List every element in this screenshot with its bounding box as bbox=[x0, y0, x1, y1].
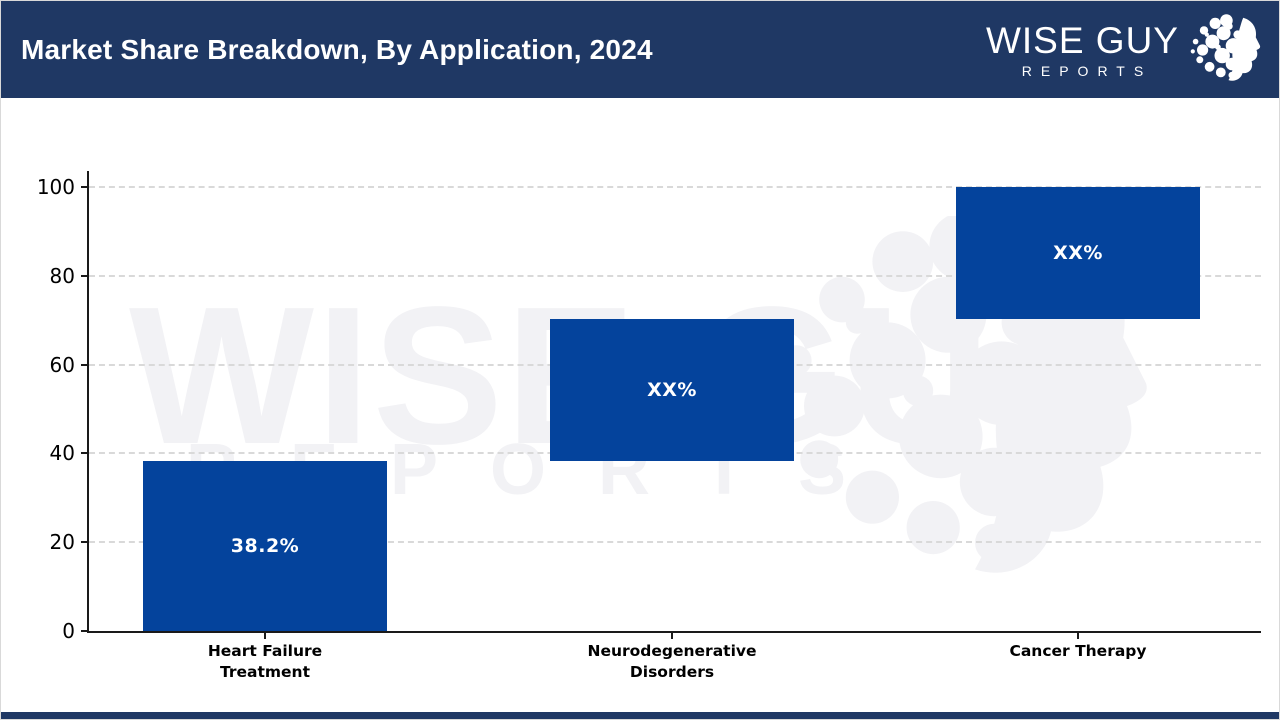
y-tick-mark bbox=[81, 630, 87, 632]
bar-value-label: XX% bbox=[647, 379, 697, 402]
bar-value-label: XX% bbox=[1053, 242, 1103, 265]
wiseguy-logo-subtitle: REPORTS bbox=[1021, 62, 1153, 79]
gridline-100 bbox=[89, 186, 1261, 188]
x-category-label: Cancer Therapy bbox=[1009, 642, 1147, 660]
x-category-label: Heart Failure Treatment bbox=[207, 642, 323, 681]
y-tick-mark bbox=[81, 363, 87, 366]
footer-bar bbox=[1, 712, 1279, 719]
wiseguy-logo-text: WISE GUY REPORTS bbox=[986, 22, 1179, 78]
x-category-label: Neurodegenerative Disorders bbox=[587, 642, 757, 681]
y-tick-label: 100 bbox=[36, 175, 75, 199]
y-tick-label: 40 bbox=[49, 441, 75, 466]
y-tick-mark bbox=[81, 541, 87, 544]
page-title: Market Share Breakdown, By Application, … bbox=[21, 33, 653, 65]
y-tick-mark bbox=[81, 186, 87, 188]
bar-value-label: 38.2% bbox=[230, 535, 300, 558]
y-tick-label: 0 bbox=[62, 619, 75, 643]
y-axis-line bbox=[87, 171, 89, 633]
wiseguy-head-icon bbox=[1190, 13, 1261, 81]
y-tick-label: 20 bbox=[49, 530, 75, 555]
bar-segment: XX% bbox=[956, 187, 1200, 320]
gridline-20 bbox=[89, 541, 1261, 544]
x-axis-line bbox=[87, 631, 1261, 633]
header-bar: Market Share Breakdown, By Application, … bbox=[1, 1, 1279, 98]
wiseguy-logo-name: WISE GUY bbox=[985, 19, 1179, 61]
y-tick-label: 80 bbox=[49, 263, 75, 288]
wiseguy-logo: WISE GUY REPORTS bbox=[986, 7, 1267, 93]
x-tick-mark bbox=[1077, 633, 1079, 639]
x-tick-mark bbox=[671, 633, 673, 639]
x-tick-mark bbox=[264, 633, 266, 639]
gridline-80 bbox=[89, 274, 1261, 277]
bar-segment: 38.2% bbox=[143, 461, 387, 631]
y-tick-label: 60 bbox=[49, 352, 75, 377]
bar-segment: XX% bbox=[550, 319, 794, 462]
y-tick-mark bbox=[81, 274, 87, 277]
y-tick-mark bbox=[81, 452, 87, 455]
